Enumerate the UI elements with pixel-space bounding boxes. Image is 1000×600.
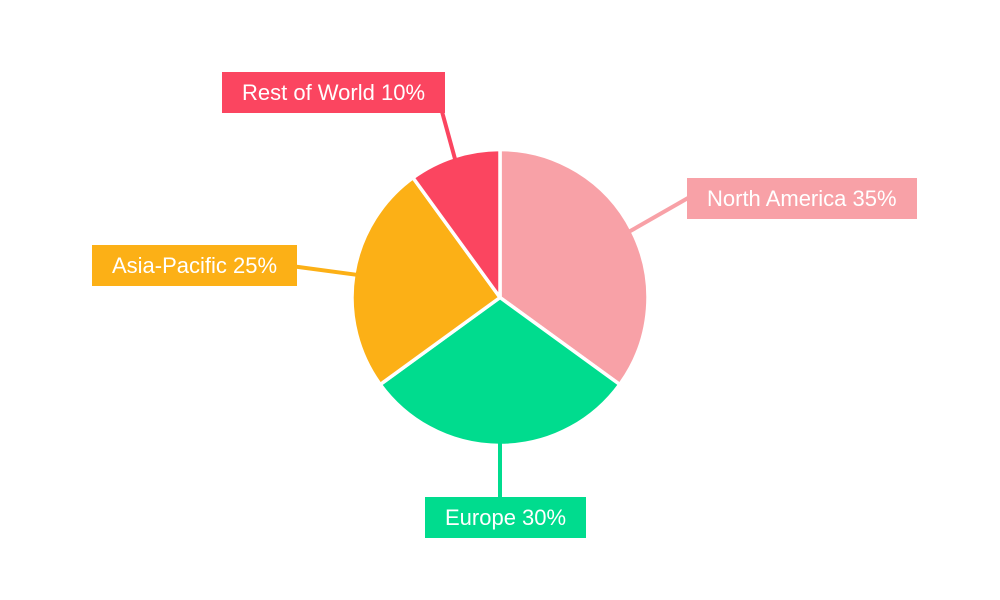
leader-line-asia-pacific: [290, 264, 358, 277]
leader-line-rest-of-world: [439, 107, 458, 161]
leader-line-north-america: [628, 196, 689, 234]
slice-label-europe: Europe 30%: [425, 497, 587, 538]
slice-label-rest-of-world: Rest of World 10%: [222, 72, 446, 113]
slice-label-asia-pacific: Asia-Pacific 25%: [92, 245, 298, 286]
slice-label-north-america: North America 35%: [687, 178, 917, 219]
